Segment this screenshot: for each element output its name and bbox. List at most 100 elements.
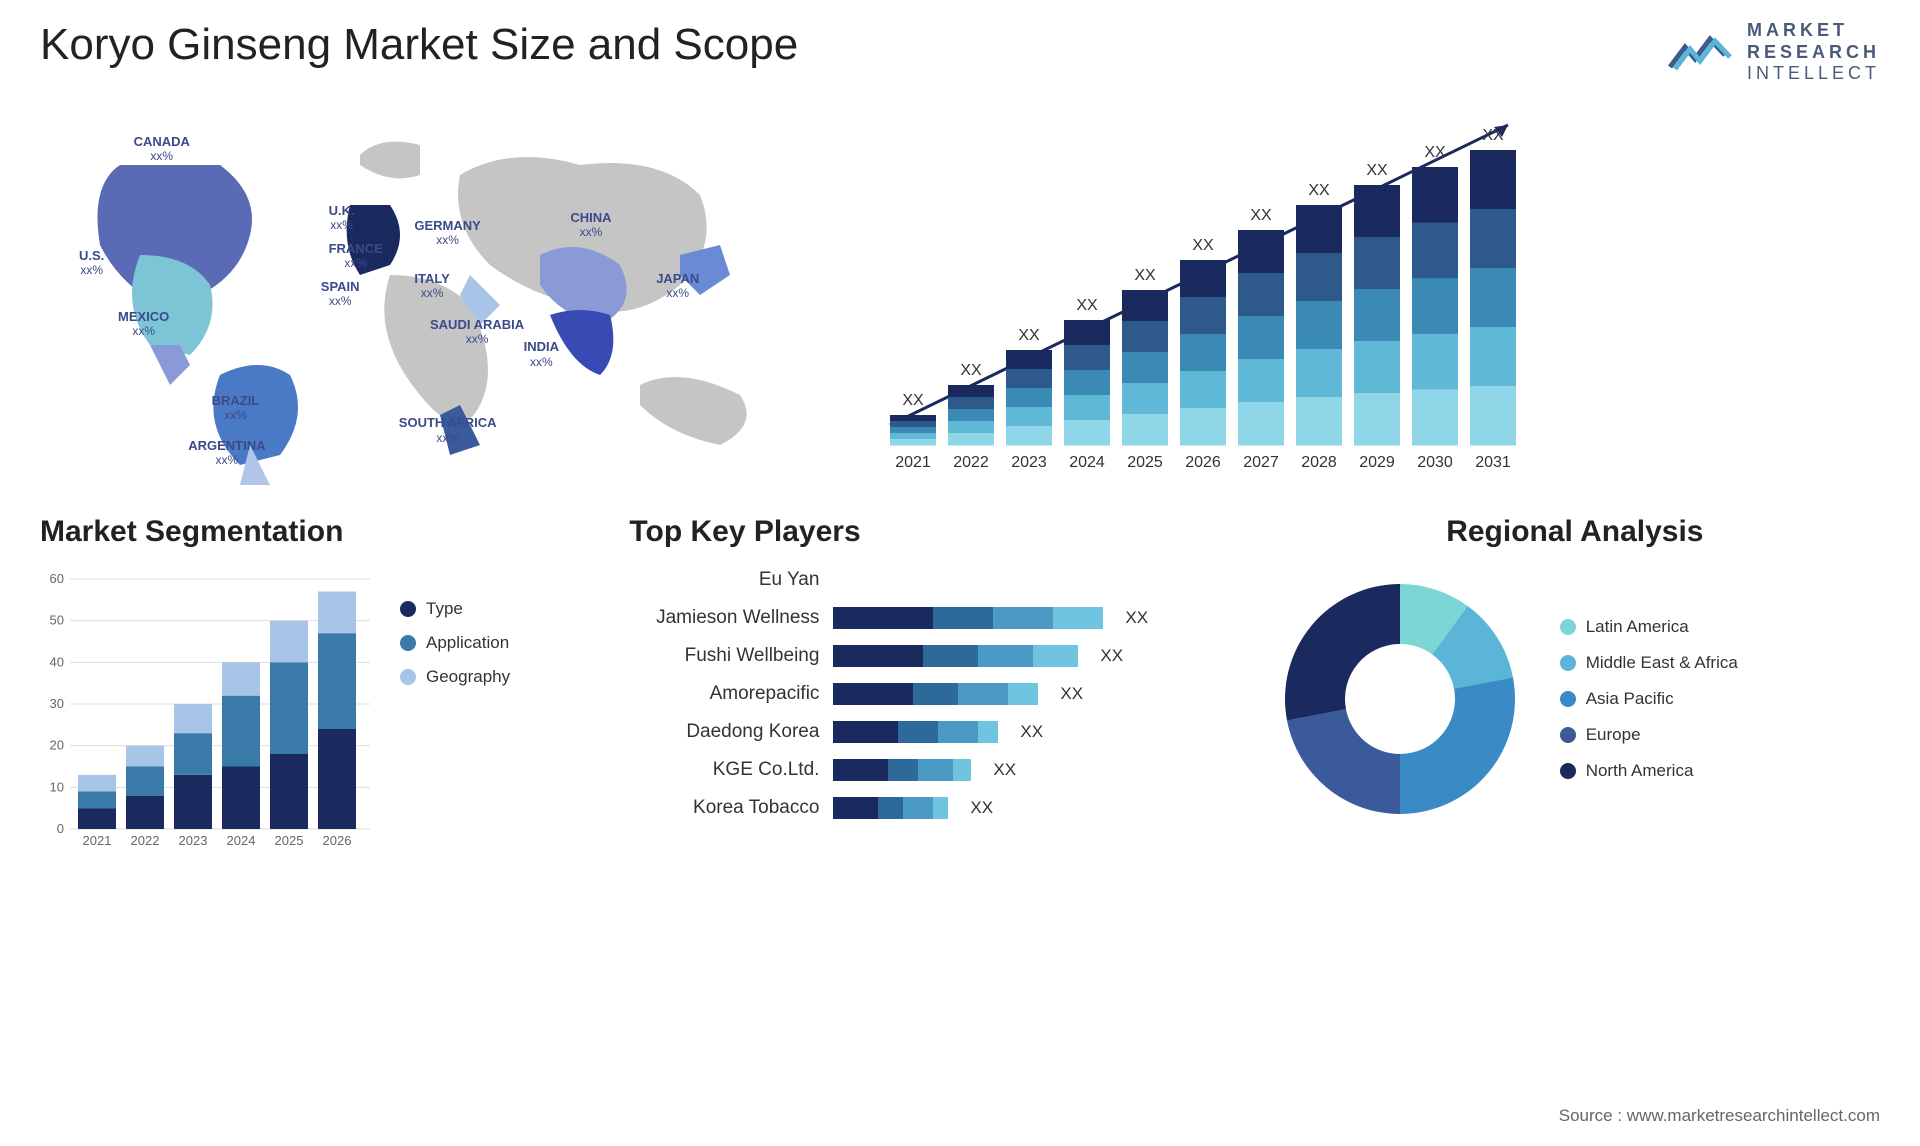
svg-text:2025: 2025: [275, 833, 304, 848]
map-label: CANADAxx%: [134, 135, 190, 164]
regional-title: Regional Analysis: [1270, 515, 1880, 549]
map-label: U.K.xx%: [329, 204, 355, 233]
player-row: Jamieson Wellness XX: [639, 607, 1239, 629]
growth-chart-svg: XX 2021 XX 2022 XX 2023 XX 2024 XX 2025 XX 2026 XX 20…: [860, 105, 1560, 485]
players-list: Eu YanJamieson WellnessXXFushi Wellbeing…: [629, 569, 1239, 819]
world-map: CANADAxx% U.S.xx% MEXICOxx% BRAZILxx% ARGENT…: [40, 105, 820, 485]
legend-item: Geography: [400, 667, 510, 687]
svg-text:XX: XX: [1192, 237, 1214, 254]
map-label: JAPANxx%: [656, 272, 699, 301]
svg-text:2028: 2028: [1301, 454, 1337, 471]
legend-item: Asia Pacific: [1560, 689, 1738, 709]
svg-text:50: 50: [50, 612, 64, 627]
svg-text:2024: 2024: [227, 833, 256, 848]
legend-item: Europe: [1560, 725, 1738, 745]
page-title: Koryo Ginseng Market Size and Scope: [40, 20, 798, 70]
map-label: ARGENTINAxx%: [188, 439, 265, 468]
svg-text:XX: XX: [1250, 207, 1272, 224]
svg-text:XX: XX: [1366, 162, 1388, 179]
svg-text:2023: 2023: [1011, 454, 1047, 471]
svg-text:2029: 2029: [1359, 454, 1395, 471]
svg-text:2025: 2025: [1127, 454, 1163, 471]
map-label: MEXICOxx%: [118, 310, 169, 339]
map-label: ITALYxx%: [414, 272, 449, 301]
svg-text:2026: 2026: [1185, 454, 1221, 471]
legend-item: North America: [1560, 761, 1738, 781]
svg-text:XX: XX: [1076, 297, 1098, 314]
svg-text:40: 40: [50, 654, 64, 669]
source-text: Source : www.marketresearchintellect.com: [1559, 1106, 1880, 1126]
svg-text:XX: XX: [960, 362, 982, 379]
svg-text:XX: XX: [1308, 182, 1330, 199]
donut-chart: [1270, 569, 1530, 829]
map-label: SOUTH AFRICAxx%: [399, 416, 497, 445]
player-value: XX: [1020, 722, 1043, 742]
player-value: XX: [970, 798, 993, 818]
legend-item: Latin America: [1560, 617, 1738, 637]
player-value: XX: [1060, 684, 1083, 704]
svg-text:10: 10: [50, 779, 64, 794]
player-row: Daedong Korea XX: [639, 721, 1239, 743]
svg-text:XX: XX: [1134, 267, 1156, 284]
svg-text:2024: 2024: [1069, 454, 1105, 471]
logo-mark-icon: [1665, 27, 1735, 77]
player-name: Jamieson Wellness: [639, 607, 819, 629]
players-title: Top Key Players: [629, 515, 1239, 549]
segmentation-legend: Type Application Geography: [400, 569, 510, 849]
player-value: XX: [1125, 608, 1148, 628]
player-row: Eu Yan: [639, 569, 1239, 591]
player-name: Amorepacific: [639, 683, 819, 705]
svg-text:30: 30: [50, 696, 64, 711]
svg-text:2027: 2027: [1243, 454, 1279, 471]
player-name: Korea Tobacco: [639, 797, 819, 819]
player-name: Fushi Wellbeing: [639, 645, 819, 667]
svg-text:2022: 2022: [131, 833, 160, 848]
segmentation-chart: 0 10 20 30 40 50 60 2021 2022 2023 2024 2025 2026: [40, 569, 380, 849]
player-row: Amorepacific XX: [639, 683, 1239, 705]
legend-item: Application: [400, 633, 510, 653]
map-label: INDIAxx%: [524, 340, 559, 369]
map-label: BRAZILxx%: [212, 394, 260, 423]
logo-line3: INTELLECT: [1747, 63, 1880, 85]
player-bar: [833, 683, 1038, 705]
svg-text:XX: XX: [902, 392, 924, 409]
map-label: GERMANYxx%: [414, 219, 480, 248]
regional-legend: Latin AmericaMiddle East & AfricaAsia Pa…: [1560, 617, 1738, 781]
svg-text:XX: XX: [1424, 144, 1446, 161]
player-bar: [833, 759, 971, 781]
map-label: FRANCExx%: [329, 242, 383, 271]
logo-line2: RESEARCH: [1747, 42, 1880, 64]
svg-text:2031: 2031: [1475, 454, 1511, 471]
svg-text:0: 0: [57, 821, 64, 836]
map-label: CHINAxx%: [570, 211, 611, 240]
svg-text:20: 20: [50, 737, 64, 752]
player-bar: [833, 797, 948, 819]
map-label: U.S.xx%: [79, 249, 104, 278]
map-label: SAUDI ARABIAxx%: [430, 318, 524, 347]
legend-item: Type: [400, 599, 510, 619]
player-row: Korea Tobacco XX: [639, 797, 1239, 819]
player-name: Eu Yan: [639, 569, 819, 591]
map-label: SPAINxx%: [321, 280, 360, 309]
player-bar: [833, 721, 998, 743]
player-bar: [833, 645, 1078, 667]
player-name: Daedong Korea: [639, 721, 819, 743]
svg-text:2026: 2026: [323, 833, 352, 848]
player-value: XX: [993, 760, 1016, 780]
svg-text:2021: 2021: [83, 833, 112, 848]
svg-text:2023: 2023: [179, 833, 208, 848]
logo-line1: MARKET: [1747, 20, 1880, 42]
svg-text:2030: 2030: [1417, 454, 1453, 471]
growth-bar-chart: XX 2021 XX 2022 XX 2023 XX 2024 XX 2025 XX 2026 XX 20…: [860, 105, 1880, 485]
player-name: KGE Co.Ltd.: [639, 759, 819, 781]
segmentation-svg: 0 10 20 30 40 50 60 2021 2022 2023 2024 2025 2026: [40, 569, 380, 849]
svg-text:2022: 2022: [953, 454, 989, 471]
player-row: KGE Co.Ltd. XX: [639, 759, 1239, 781]
svg-text:2021: 2021: [895, 454, 931, 471]
player-bar: [833, 607, 1103, 629]
player-value: XX: [1100, 646, 1123, 666]
svg-text:60: 60: [50, 571, 64, 586]
player-row: Fushi Wellbeing XX: [639, 645, 1239, 667]
logo: MARKET RESEARCH INTELLECT: [1665, 20, 1880, 85]
segmentation-title: Market Segmentation: [40, 515, 599, 549]
